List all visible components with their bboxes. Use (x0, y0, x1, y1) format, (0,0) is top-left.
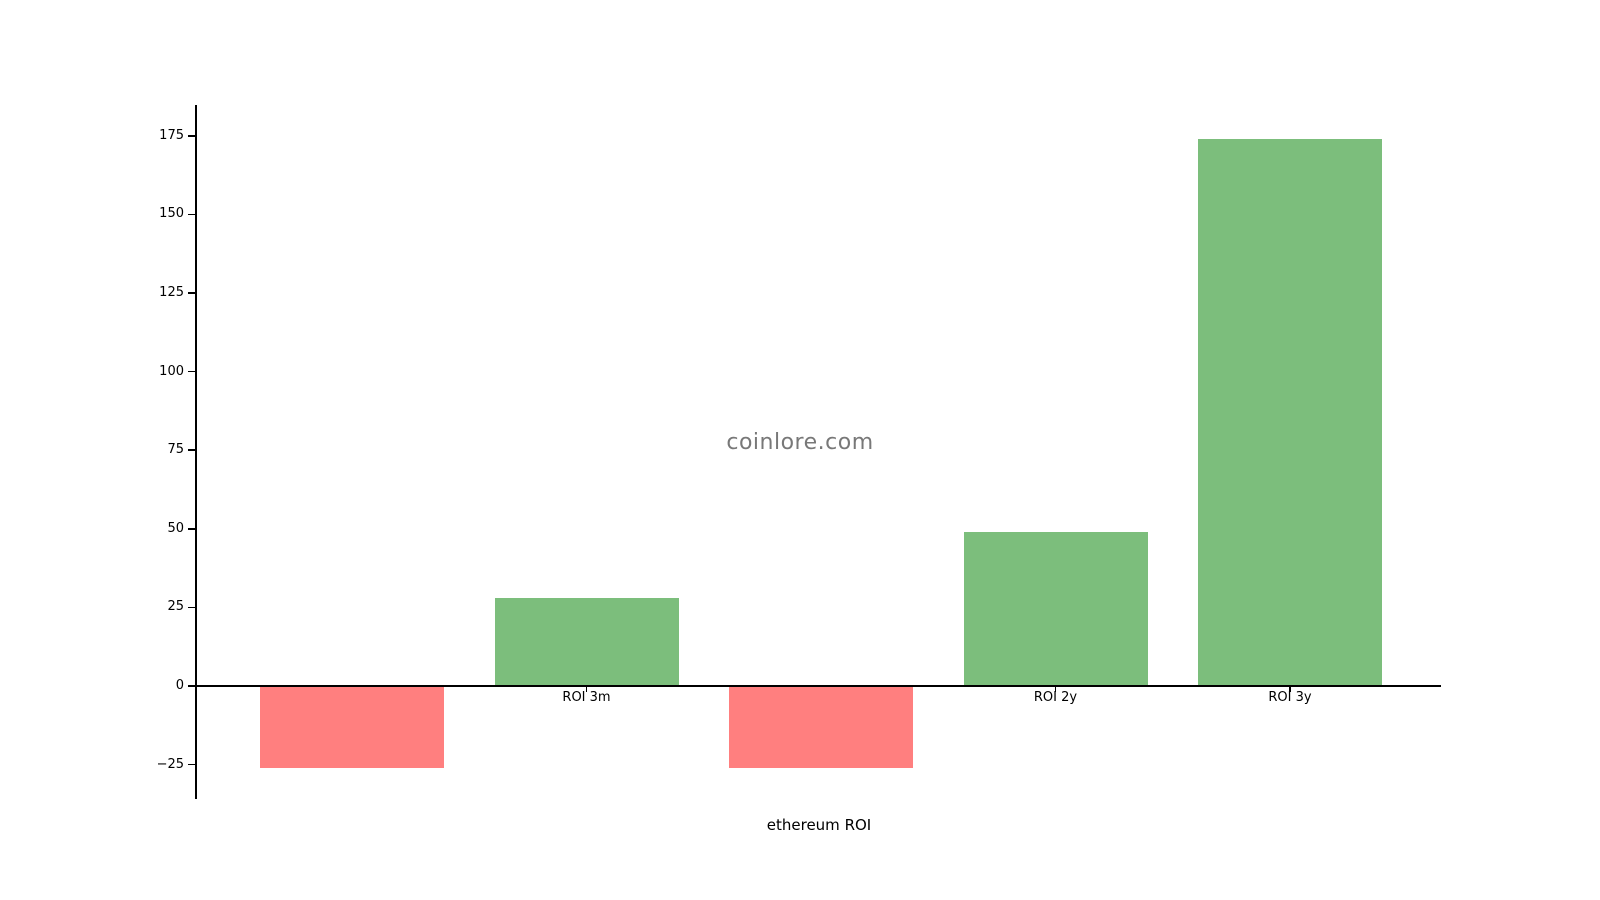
y-tick-label: 25 (167, 599, 184, 615)
y-tick-mark (188, 685, 195, 687)
y-tick-mark (188, 449, 195, 451)
y-axis-spine (195, 105, 197, 799)
x-tick-mark (585, 687, 588, 692)
y-tick-label: 175 (159, 127, 184, 143)
y-tick-mark (188, 370, 195, 373)
y-tick-mark (188, 292, 195, 294)
y-tick-mark (188, 213, 195, 216)
bar-unlabeled-2 (729, 686, 913, 768)
y-tick-label: 0 (175, 678, 184, 693)
x-tick-label: ROI 3y (1268, 690, 1312, 705)
y-tick-mark (188, 763, 195, 766)
watermark: coinlore.com (726, 430, 874, 455)
x-tick-mark (1289, 687, 1291, 692)
y-tick-label: −25 (156, 756, 184, 772)
y-tick-mark (188, 135, 195, 137)
bar-roi-3m (494, 597, 679, 686)
x-tick-label: ROI 2y (1033, 690, 1078, 705)
x-axis-zero-line (195, 685, 1441, 687)
y-tick-label: 150 (159, 206, 184, 222)
x-tick-label: ROI 3m (562, 690, 611, 705)
bar-roi-2y (963, 531, 1148, 686)
x-tick-mark (1054, 687, 1057, 692)
y-tick-label: 50 (167, 520, 184, 536)
bar-roi-3y (1198, 138, 1382, 686)
y-tick-mark (188, 606, 195, 609)
y-tick-mark (188, 528, 195, 530)
x-axis-title: ethereum ROI (766, 816, 872, 834)
y-tick-label: 100 (159, 363, 184, 379)
y-tick-label: 125 (159, 285, 184, 300)
bar-unlabeled-0 (260, 686, 444, 768)
y-tick-label: 75 (167, 442, 184, 458)
